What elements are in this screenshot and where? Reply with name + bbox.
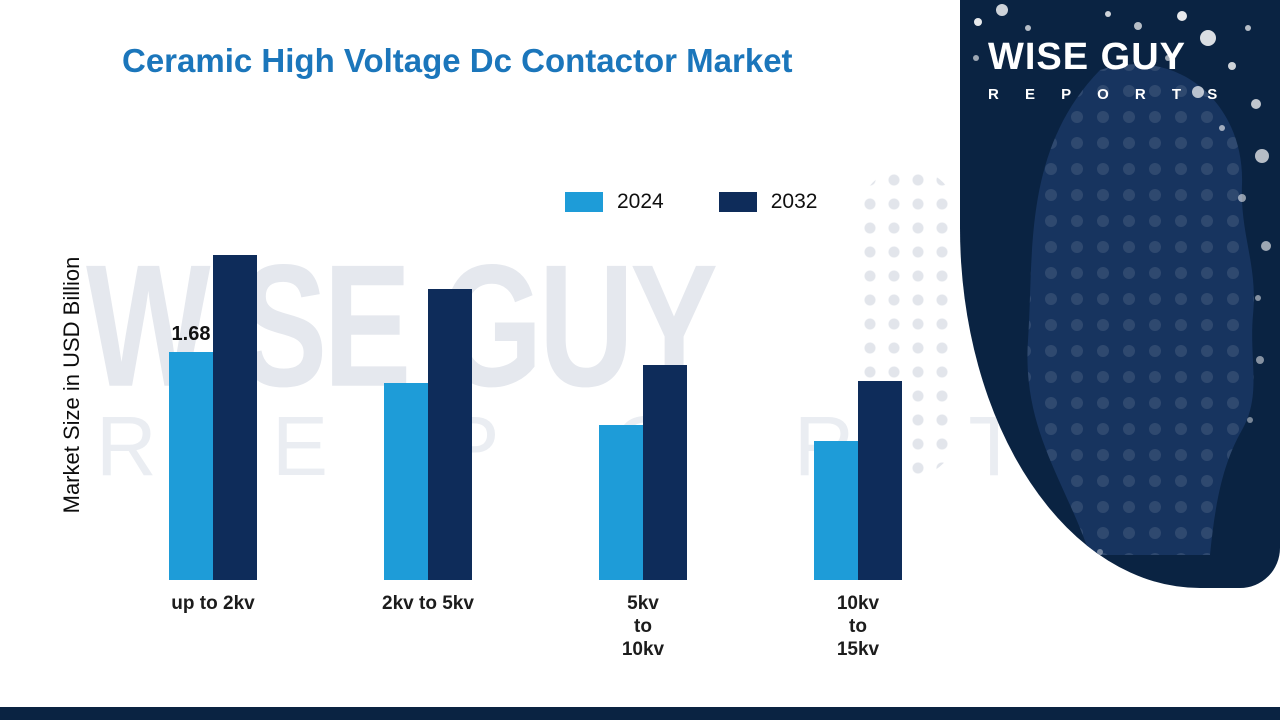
bar-2032-up-to-2kv	[213, 255, 257, 580]
category-label: 10kv to 15kv	[836, 593, 880, 661]
legend-label: 2032	[770, 190, 818, 213]
logo-wiseguy-text: WISE GUY	[988, 36, 1187, 78]
legend-swatch-2024	[565, 192, 603, 212]
chart-legend: 2024 2032	[565, 190, 817, 214]
legend-label: 2024	[617, 190, 664, 213]
category-label: 2kv to 5kv	[382, 593, 474, 614]
bar-2024-2kv-to-5kv	[384, 383, 428, 580]
page-title: Ceramic High Voltage Dc Contactor Market	[122, 42, 793, 79]
legend-item-2024: 2024	[565, 190, 664, 214]
category-label: 5kv to 10kv	[621, 593, 665, 661]
bar-2032-10kv-to-15kv	[858, 381, 902, 580]
dotted-face-graphic	[973, 4, 1271, 555]
bar-2032-5kv-to-10kv	[643, 365, 687, 580]
bar-value-label: 1.68	[171, 323, 211, 345]
logo-reports-text: R E P O R T S	[988, 86, 1229, 103]
bar-2024-5kv-to-10kv	[599, 425, 643, 580]
legend-item-2032: 2032	[718, 190, 818, 214]
footer-bar	[0, 707, 1280, 720]
category-label: up to 2kv	[171, 593, 255, 614]
legend-swatch-2032	[718, 192, 757, 212]
bar-2032-2kv-to-5kv	[428, 289, 472, 580]
bar-2024-10kv-to-15kv	[814, 441, 858, 580]
bar-2024-up-to-2kv	[169, 352, 213, 580]
logo-panel: WISE GUY R E P O R T S	[960, 0, 1280, 588]
logo: WISE GUY R E P O R T S	[988, 36, 1228, 103]
